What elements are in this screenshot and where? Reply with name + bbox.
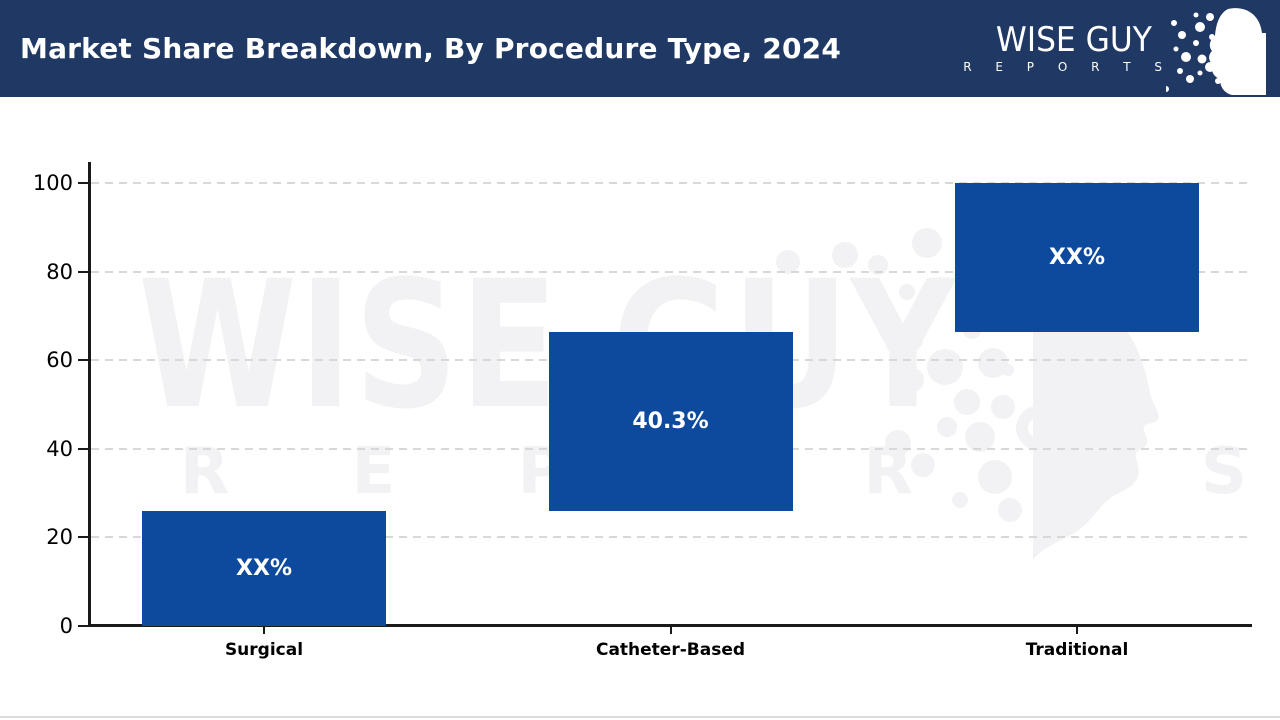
y-tick-label: 100 xyxy=(32,171,73,195)
y-axis-line xyxy=(88,162,91,626)
gridline-y-100 xyxy=(91,182,1252,184)
y-tick-mark xyxy=(78,270,88,273)
chart-title: Market Share Breakdown, By Procedure Typ… xyxy=(20,32,842,65)
y-tick-mark xyxy=(78,359,88,362)
bar-value-label: XX% xyxy=(236,555,292,581)
y-tick-mark xyxy=(78,182,88,184)
x-category-label: Catheter-Based xyxy=(595,640,746,660)
x-tick-mark xyxy=(669,626,672,634)
y-tick-mark xyxy=(78,536,88,539)
x-category-label: Surgical xyxy=(224,640,304,660)
bar-value-label: XX% xyxy=(1049,245,1105,271)
gridline-y-80 xyxy=(91,270,1252,273)
brand-subtitle: R E P O R T S xyxy=(963,60,1172,75)
plot-area: 0 20 40 60 80 100 XX% Surgical 40.3% Catheter-Bas… xyxy=(33,162,1252,660)
bar-catheter-based: 40.3% xyxy=(548,332,793,511)
brand-logo: WISE GUY R E P O R T S xyxy=(959,3,1266,95)
y-tick-label: 0 xyxy=(59,614,73,638)
y-tick-label: 60 xyxy=(46,348,73,373)
brand-name: WISE GUY xyxy=(996,19,1153,60)
y-tick-label: 40 xyxy=(46,436,73,461)
gridline-y-20 xyxy=(91,536,1252,539)
bar-traditional: XX% xyxy=(955,183,1199,333)
y-tick-label: 20 xyxy=(46,525,73,550)
x-tick-mark xyxy=(263,626,265,634)
x-category-label: Traditional xyxy=(1025,640,1129,660)
x-axis-line xyxy=(88,624,1252,627)
bar-surgical: XX% xyxy=(142,510,386,626)
watermark-face-icon xyxy=(776,228,1159,560)
x-tick-mark xyxy=(1076,626,1078,634)
bar-value-label: 40.3% xyxy=(632,409,709,435)
brand-face-icon xyxy=(1166,7,1266,95)
y-tick-mark xyxy=(78,447,88,450)
y-tick-label: 80 xyxy=(46,259,73,284)
footer-divider xyxy=(0,716,1280,718)
y-tick-mark xyxy=(78,625,88,627)
header-band: Market Share Breakdown, By Procedure Typ… xyxy=(0,0,1280,97)
brand-logo-text: WISE GUY R E P O R T S xyxy=(959,19,1172,75)
